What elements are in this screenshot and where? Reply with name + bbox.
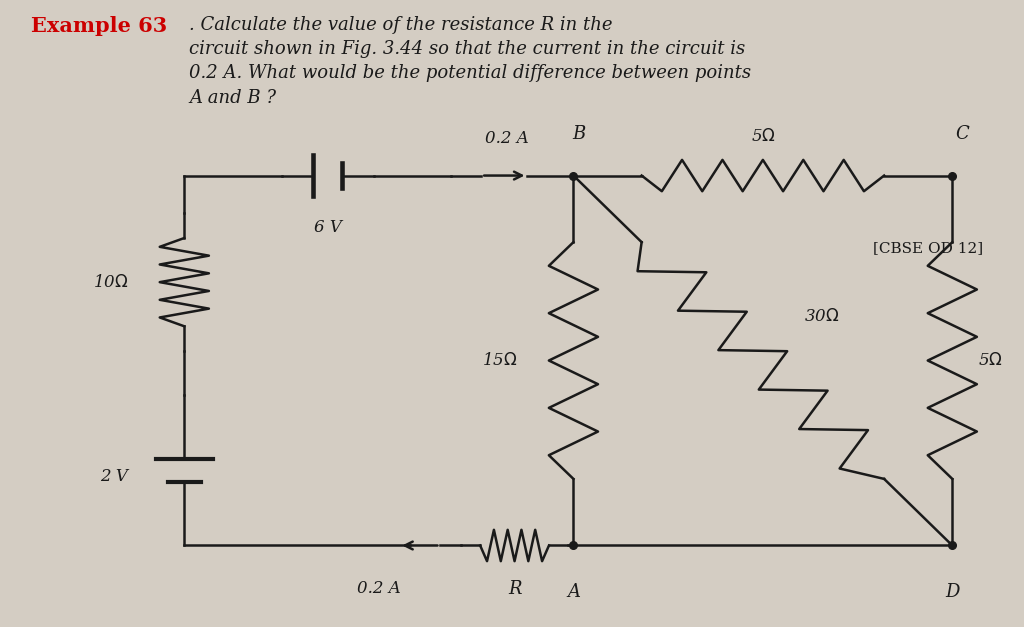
Text: 0.2 A: 0.2 A <box>357 580 400 597</box>
Text: 6 V: 6 V <box>313 219 342 236</box>
Text: . Calculate the value of the resistance R in the
circuit shown in Fig. 3.44 so t: . Calculate the value of the resistance … <box>189 16 752 107</box>
Text: 10$\Omega$: 10$\Omega$ <box>93 273 128 291</box>
Text: C: C <box>955 125 970 143</box>
Text: R: R <box>508 580 521 598</box>
Text: 30$\Omega$: 30$\Omega$ <box>804 308 839 325</box>
Text: B: B <box>572 125 585 143</box>
Text: [CBSE OD 12]: [CBSE OD 12] <box>872 241 983 255</box>
Text: Example 63: Example 63 <box>31 16 167 36</box>
Text: 15$\Omega$: 15$\Omega$ <box>482 352 517 369</box>
Text: 0.2 A: 0.2 A <box>485 130 528 147</box>
Text: 5$\Omega$: 5$\Omega$ <box>751 129 775 145</box>
Text: A: A <box>567 583 580 601</box>
Text: 5$\Omega$: 5$\Omega$ <box>978 352 1002 369</box>
Text: 2 V: 2 V <box>100 468 128 485</box>
Text: D: D <box>945 583 959 601</box>
